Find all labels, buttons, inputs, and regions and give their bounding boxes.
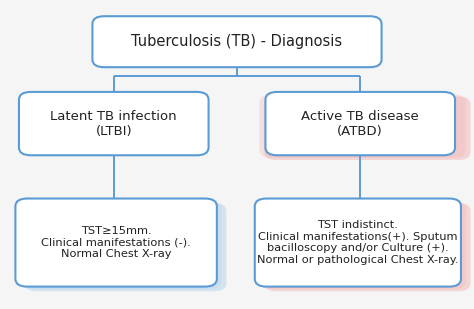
FancyBboxPatch shape [265,92,455,155]
FancyBboxPatch shape [25,203,226,291]
Text: Tuberculosis (TB) - Diagnosis: Tuberculosis (TB) - Diagnosis [131,34,343,49]
FancyBboxPatch shape [92,16,382,67]
FancyBboxPatch shape [259,95,465,158]
Text: TST indistinct.
Clinical manifestations(+). Sputum
bacilloscopy and/or Culture (: TST indistinct. Clinical manifestations(… [257,220,459,265]
FancyBboxPatch shape [259,201,465,289]
FancyBboxPatch shape [19,92,209,155]
FancyBboxPatch shape [15,198,217,287]
Text: Latent TB infection
(LTBI): Latent TB infection (LTBI) [50,110,177,138]
FancyBboxPatch shape [20,201,221,289]
FancyBboxPatch shape [255,198,461,287]
Text: TST≥15mm.
Clinical manifestations (-).
Normal Chest X-ray: TST≥15mm. Clinical manifestations (-). N… [41,226,191,259]
FancyBboxPatch shape [264,96,470,160]
FancyBboxPatch shape [264,203,470,291]
Text: Active TB disease
(ATBD): Active TB disease (ATBD) [301,110,419,138]
